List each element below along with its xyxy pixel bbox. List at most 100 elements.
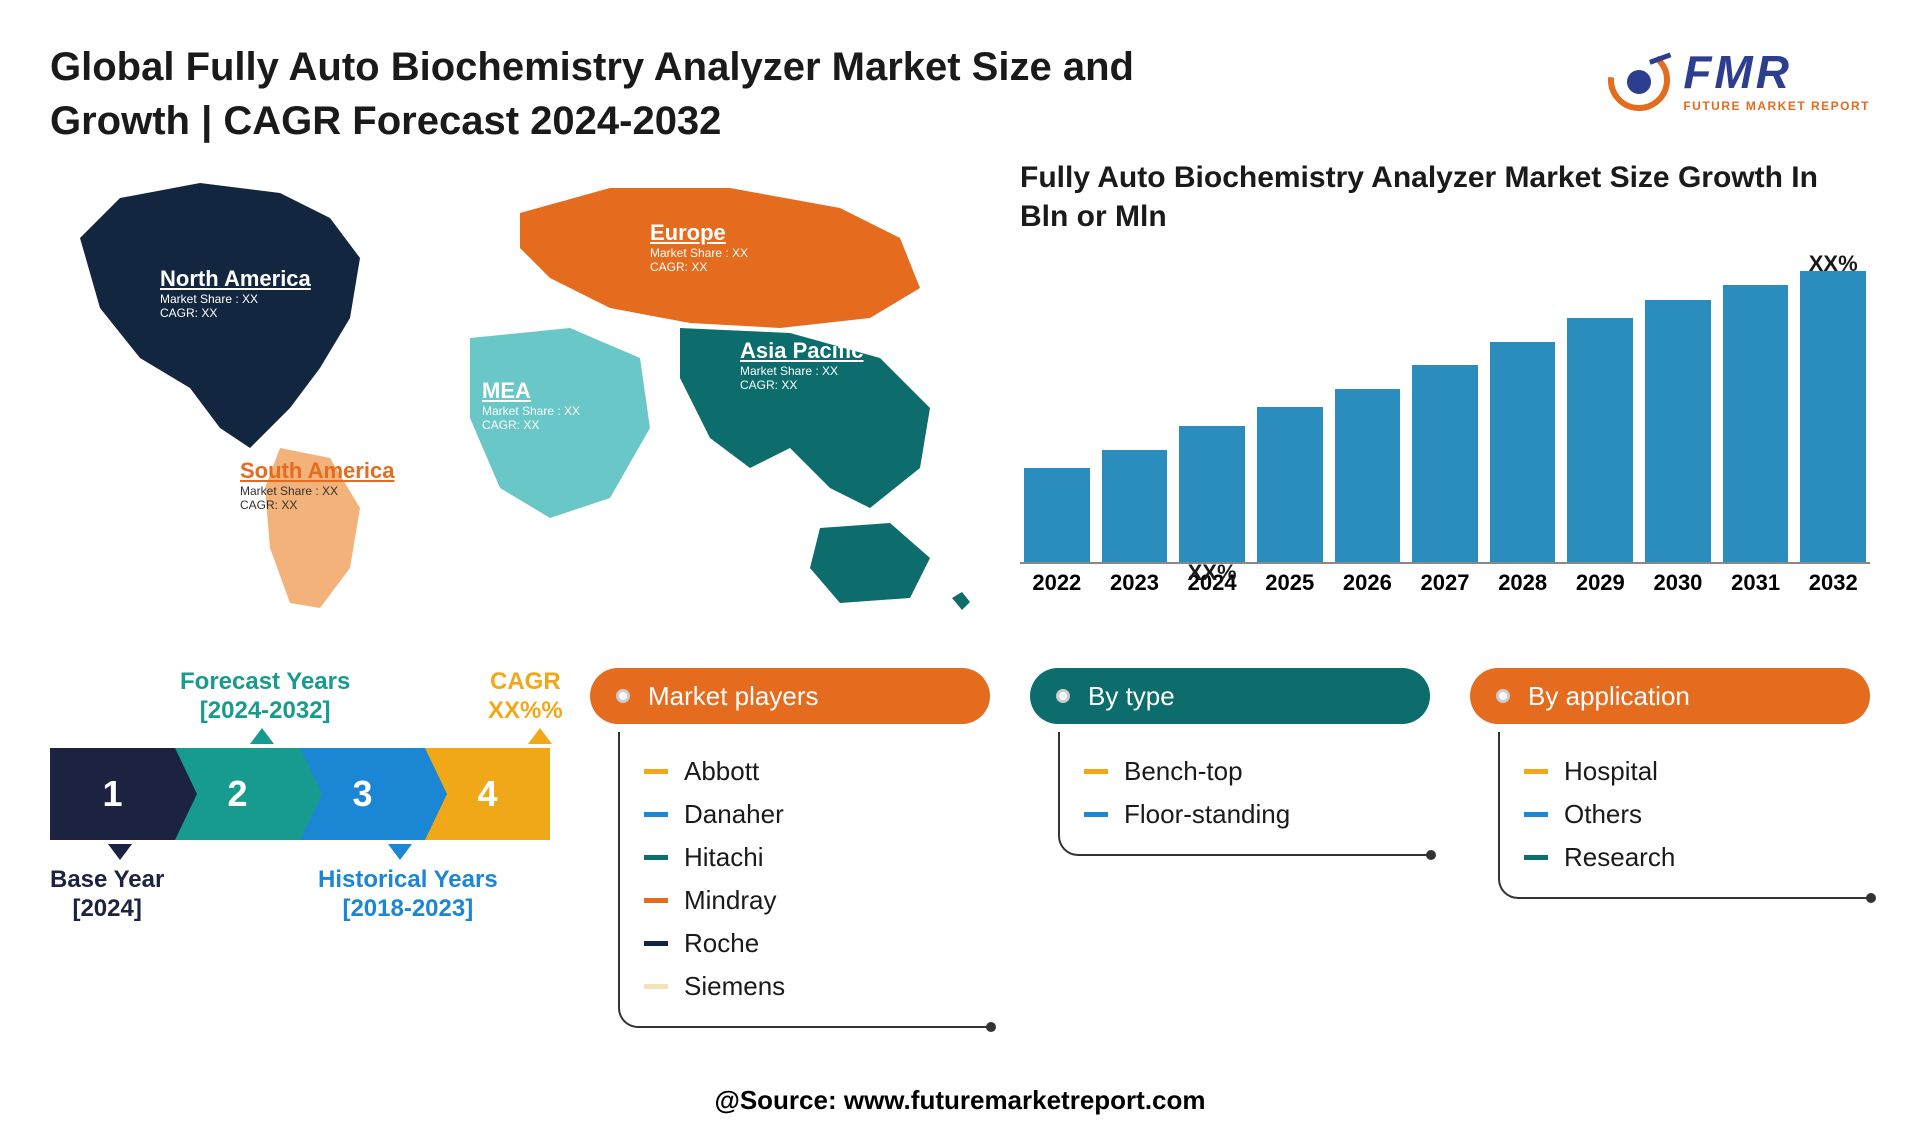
bar-col <box>1024 468 1090 562</box>
x-label: 2028 <box>1490 570 1556 596</box>
tl-forecast-arrow <box>250 728 274 744</box>
region-ap-label: Asia Pacific Market Share : XX CAGR: XX <box>740 338 864 392</box>
bar-annotation: XX% <box>1809 251 1858 277</box>
bar-col <box>1723 285 1789 562</box>
x-label: 2026 <box>1335 570 1401 596</box>
pill-dot-icon <box>1056 689 1070 703</box>
list-marker-icon <box>644 941 668 946</box>
bar-col <box>1102 450 1168 563</box>
pill-market-players: Market players <box>590 668 990 724</box>
list-item-label: Roche <box>684 928 759 959</box>
x-label: 2022 <box>1024 570 1090 596</box>
list-item-label: Bench-top <box>1124 756 1243 787</box>
world-map: North America Market Share : XX CAGR: XX… <box>50 158 970 618</box>
list-item: Floor-standing <box>1084 793 1430 836</box>
list-item: Danaher <box>644 793 990 836</box>
list-item: Hitachi <box>644 836 990 879</box>
list-marker-icon <box>644 812 668 817</box>
bar-col: XX% <box>1800 271 1866 562</box>
list-item: Abbott <box>644 750 990 793</box>
bar <box>1257 407 1323 562</box>
chart-title: Fully Auto Biochemistry Analyzer Market … <box>1020 158 1870 236</box>
list-marker-icon <box>1084 812 1108 817</box>
region-ap-aus <box>810 523 930 603</box>
list-by-application: Hospital Others Research <box>1498 732 1870 899</box>
list-item-label: Floor-standing <box>1124 799 1290 830</box>
tl-cagr-label: CAGR XX%% <box>488 668 563 726</box>
x-label: 2029 <box>1567 570 1633 596</box>
list-item-label: Mindray <box>684 885 776 916</box>
list-item-label: Others <box>1564 799 1642 830</box>
list-item: Others <box>1524 793 1870 836</box>
x-axis-labels: 2022202320242025202620272028202920302031… <box>1020 564 1870 596</box>
list-item: Bench-top <box>1084 750 1430 793</box>
pill-by-type: By type <box>1030 668 1430 724</box>
region-ap-nz <box>952 592 970 610</box>
list-marker-icon <box>1084 769 1108 774</box>
list-marker-icon <box>1524 812 1548 817</box>
pill-dot-icon <box>616 689 630 703</box>
bar-col: XX% <box>1179 426 1245 562</box>
x-label: 2031 <box>1723 570 1789 596</box>
category-by-application: By application Hospital Others Research <box>1470 668 1870 899</box>
list-marker-icon <box>644 898 668 903</box>
page-title: Global Fully Auto Biochemistry Analyzer … <box>50 40 1150 148</box>
source-text: @Source: www.futuremarketreport.com <box>714 1085 1205 1116</box>
x-label: 2027 <box>1412 570 1478 596</box>
x-label: 2030 <box>1645 570 1711 596</box>
bar <box>1335 389 1401 562</box>
tl-hist-label: Historical Years [2018-2023] <box>318 866 498 924</box>
bar <box>1723 285 1789 562</box>
bar <box>1412 365 1478 562</box>
tl-seg-1: 1 <box>50 748 175 840</box>
tl-base-label: Base Year [2024] <box>50 866 164 924</box>
x-label: 2032 <box>1800 570 1866 596</box>
bar <box>1179 426 1245 562</box>
region-mea-label: MEA Market Share : XX CAGR: XX <box>482 378 580 432</box>
list-by-type: Bench-top Floor-standing <box>1058 732 1430 856</box>
bar-col <box>1412 365 1478 562</box>
list-marker-icon <box>1524 769 1548 774</box>
logo-main: FMR <box>1683 45 1870 99</box>
tl-base-arrow <box>108 844 132 860</box>
bar-col <box>1645 300 1711 563</box>
list-item-label: Hospital <box>1564 756 1658 787</box>
bar <box>1567 318 1633 562</box>
bar-annotation: XX% <box>1188 560 1237 586</box>
list-item: Research <box>1524 836 1870 879</box>
logo: FMR FUTURE MARKET REPORT <box>1603 40 1870 118</box>
x-label: 2023 <box>1102 570 1168 596</box>
bar-col <box>1257 407 1323 562</box>
bar <box>1024 468 1090 562</box>
list-marker-icon <box>644 769 668 774</box>
logo-sub: FUTURE MARKET REPORT <box>1683 99 1870 113</box>
x-label: 2025 <box>1257 570 1323 596</box>
tl-cagr-arrow <box>528 728 552 744</box>
category-market-players: Market players Abbott Danaher Hitachi Mindr… <box>590 668 990 1028</box>
list-item-label: Hitachi <box>684 842 763 873</box>
list-item-label: Research <box>1564 842 1675 873</box>
header: Global Fully Auto Biochemistry Analyzer … <box>50 40 1870 148</box>
bar <box>1800 271 1866 562</box>
bar <box>1645 300 1711 563</box>
bar <box>1490 342 1556 562</box>
timeline: Forecast Years [2024-2032] CAGR XX%% 1 2… <box>50 668 550 840</box>
bar <box>1102 450 1168 563</box>
list-item: Mindray <box>644 879 990 922</box>
list-item: Roche <box>644 922 990 965</box>
bar-col <box>1490 342 1556 562</box>
list-item-label: Siemens <box>684 971 785 1002</box>
list-marker-icon <box>644 984 668 989</box>
timeline-bar: 1 2 3 4 <box>50 748 550 840</box>
bar-col <box>1567 318 1633 562</box>
list-item: Hospital <box>1524 750 1870 793</box>
pill-by-application: By application <box>1470 668 1870 724</box>
list-market-players: Abbott Danaher Hitachi Mindray Roche Siemens <box>618 732 990 1028</box>
bar-chart: Fully Auto Biochemistry Analyzer Market … <box>1000 158 1870 618</box>
logo-icon <box>1603 40 1675 118</box>
pill-dot-icon <box>1496 689 1510 703</box>
region-na-label: North America Market Share : XX CAGR: XX <box>160 266 311 320</box>
category-by-type: By type Bench-top Floor-standing <box>1030 668 1430 856</box>
list-marker-icon <box>644 855 668 860</box>
list-item-label: Danaher <box>684 799 784 830</box>
